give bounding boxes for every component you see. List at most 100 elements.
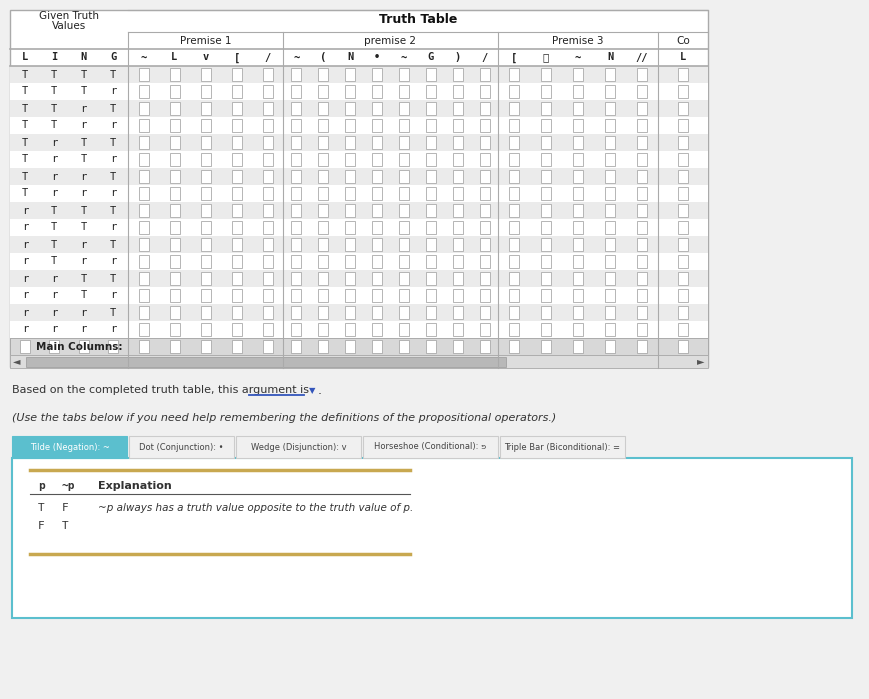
Bar xyxy=(605,272,615,285)
Bar xyxy=(453,68,462,81)
Bar xyxy=(509,102,519,115)
Bar xyxy=(678,272,688,285)
Text: T: T xyxy=(62,521,69,531)
Bar xyxy=(453,85,462,98)
Bar xyxy=(169,323,180,336)
Text: T: T xyxy=(22,189,28,199)
Bar xyxy=(291,340,302,353)
Bar xyxy=(345,170,355,183)
Bar xyxy=(453,255,462,268)
Text: //: // xyxy=(636,52,648,62)
Bar xyxy=(138,85,149,98)
Bar xyxy=(231,204,242,217)
Bar xyxy=(605,102,615,115)
Bar xyxy=(345,323,355,336)
Bar xyxy=(372,85,382,98)
Bar xyxy=(678,289,688,302)
Text: T: T xyxy=(22,103,28,113)
Bar xyxy=(541,272,551,285)
Text: I: I xyxy=(51,52,57,62)
Bar xyxy=(169,68,180,81)
Text: r: r xyxy=(51,291,57,301)
Text: ~: ~ xyxy=(141,52,147,62)
Text: T: T xyxy=(22,138,28,147)
Text: ~: ~ xyxy=(575,52,581,62)
Bar xyxy=(318,85,328,98)
Text: פ: פ xyxy=(543,52,549,62)
Bar xyxy=(372,170,382,183)
Bar xyxy=(605,221,615,234)
Bar xyxy=(201,221,210,234)
Bar xyxy=(541,323,551,336)
Bar xyxy=(372,153,382,166)
Bar xyxy=(605,340,615,353)
Bar xyxy=(605,323,615,336)
Bar xyxy=(231,272,242,285)
Bar xyxy=(291,289,302,302)
Text: r: r xyxy=(51,308,57,317)
Bar xyxy=(480,170,489,183)
Text: T: T xyxy=(81,222,87,233)
Text: (Use the tabs below if you need help remembering the definitions of the proposit: (Use the tabs below if you need help rem… xyxy=(12,413,556,423)
Bar xyxy=(138,323,149,336)
Bar xyxy=(509,85,519,98)
Bar xyxy=(201,153,210,166)
Bar xyxy=(169,306,180,319)
Text: T: T xyxy=(51,69,57,80)
Bar xyxy=(372,323,382,336)
Bar xyxy=(26,356,506,366)
Text: T: T xyxy=(81,291,87,301)
Bar xyxy=(426,306,436,319)
Bar xyxy=(372,68,382,81)
Bar xyxy=(262,340,273,353)
Text: •: • xyxy=(374,52,381,62)
Bar xyxy=(169,153,180,166)
Bar xyxy=(453,221,462,234)
Text: r: r xyxy=(51,171,57,182)
Bar xyxy=(426,68,436,81)
Text: r: r xyxy=(22,291,28,301)
Bar xyxy=(399,153,409,166)
Bar xyxy=(10,134,708,151)
Text: T: T xyxy=(81,69,87,80)
Bar xyxy=(262,204,273,217)
Bar xyxy=(573,221,583,234)
Bar xyxy=(201,187,210,200)
Bar xyxy=(453,323,462,336)
Text: T: T xyxy=(38,503,44,513)
Bar xyxy=(399,340,409,353)
Bar xyxy=(201,323,210,336)
Bar xyxy=(231,170,242,183)
Bar xyxy=(262,119,273,132)
Bar xyxy=(291,85,302,98)
Bar xyxy=(605,238,615,251)
Bar xyxy=(509,340,519,353)
Bar xyxy=(318,136,328,149)
Text: ~p: ~p xyxy=(62,481,76,491)
Bar xyxy=(10,185,708,202)
Text: [: [ xyxy=(511,52,517,63)
Bar xyxy=(318,102,328,115)
Bar xyxy=(480,68,489,81)
Bar xyxy=(678,238,688,251)
Bar xyxy=(262,68,273,81)
Bar xyxy=(426,119,436,132)
Bar xyxy=(372,340,382,353)
Text: r: r xyxy=(81,308,87,317)
Text: T: T xyxy=(51,257,57,266)
Bar xyxy=(541,68,551,81)
Bar xyxy=(138,119,149,132)
Bar xyxy=(678,170,688,183)
Bar xyxy=(138,187,149,200)
Bar xyxy=(480,340,489,353)
Bar xyxy=(541,136,551,149)
Text: p: p xyxy=(38,481,44,491)
Bar xyxy=(678,323,688,336)
Bar xyxy=(10,236,708,253)
Bar xyxy=(291,153,302,166)
Text: r: r xyxy=(22,206,28,215)
Text: r: r xyxy=(22,308,28,317)
Bar xyxy=(399,306,409,319)
Bar xyxy=(201,272,210,285)
Bar xyxy=(637,68,647,81)
